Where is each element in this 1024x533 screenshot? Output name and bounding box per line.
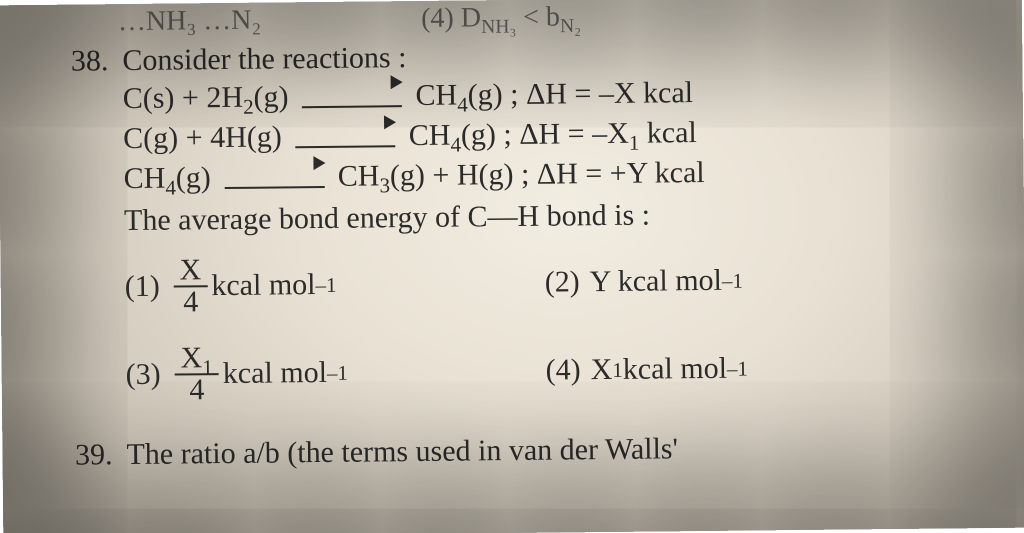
option-2: (2) Y kcal mol–1: [545, 264, 744, 300]
residual-right: (4) DNH₃ < bN₂: [421, 1, 581, 35]
question-39: 39. The ratio a/b (the terms used in van…: [42, 429, 996, 473]
delta-h-3: ; ΔH = +Y kcal: [521, 156, 705, 191]
delta-h-2: ; ΔH = –X1 kcal: [503, 116, 697, 151]
option-label: (2): [545, 266, 580, 300]
arrow-icon: [302, 81, 402, 116]
residual-expr: DNH₃ < bN₂: [461, 1, 581, 33]
residual-option-label: (4): [421, 3, 454, 34]
option-label: (1): [125, 270, 160, 304]
reaction-2: C(g) + 4H(g) CH4(g) ; ΔH = –X1 kcal: [123, 113, 993, 158]
arrow-icon: [295, 121, 395, 156]
option-label: (3): [125, 358, 160, 392]
previous-question-residual: …NH₃ …N₂ (4) DNH₃ < bN₂: [38, 0, 992, 39]
question-number: 39.: [42, 438, 126, 473]
option-label: (4): [545, 354, 580, 388]
fraction: X1 4: [174, 343, 219, 405]
question-conclusion: The average bond energy of C—H bond is :: [124, 195, 994, 238]
delta-h-1: ; ΔH = –X kcal: [510, 76, 693, 111]
question-stem: The ratio a/b (the terms used in van der…: [126, 429, 996, 472]
option-3: (3) X1 4 kcal mol–1: [125, 340, 546, 406]
option-1: (1) X 4 kcal mol–1: [124, 252, 545, 318]
option-4: (4) X1 kcal mol–1: [545, 352, 748, 388]
options-row-1: (1) X 4 kcal mol–1 (2) Y kcal mol–1: [124, 247, 995, 318]
fraction: X 4: [173, 256, 207, 318]
page: …NH₃ …N₂ (4) DNH₃ < bN₂ 38. Consider the…: [0, 0, 1024, 533]
arrow-icon: [224, 162, 324, 197]
options-row-2: (3) X1 4 kcal mol–1 (4) X1 kcal mol–1: [125, 335, 996, 406]
question-stem: Consider the reactions :: [122, 35, 992, 78]
question-number: 38.: [38, 44, 122, 79]
residual-left: …NH₃ …N₂: [118, 5, 262, 38]
reaction-1: C(s) + 2H2(g) CH4(g) ; ΔH = –X kcal: [123, 73, 993, 118]
reaction-3: CH4(g) CH3(g) + H(g) ; ΔH = +Y kcal: [123, 153, 993, 198]
question-38: 38. Consider the reactions :: [38, 35, 992, 79]
